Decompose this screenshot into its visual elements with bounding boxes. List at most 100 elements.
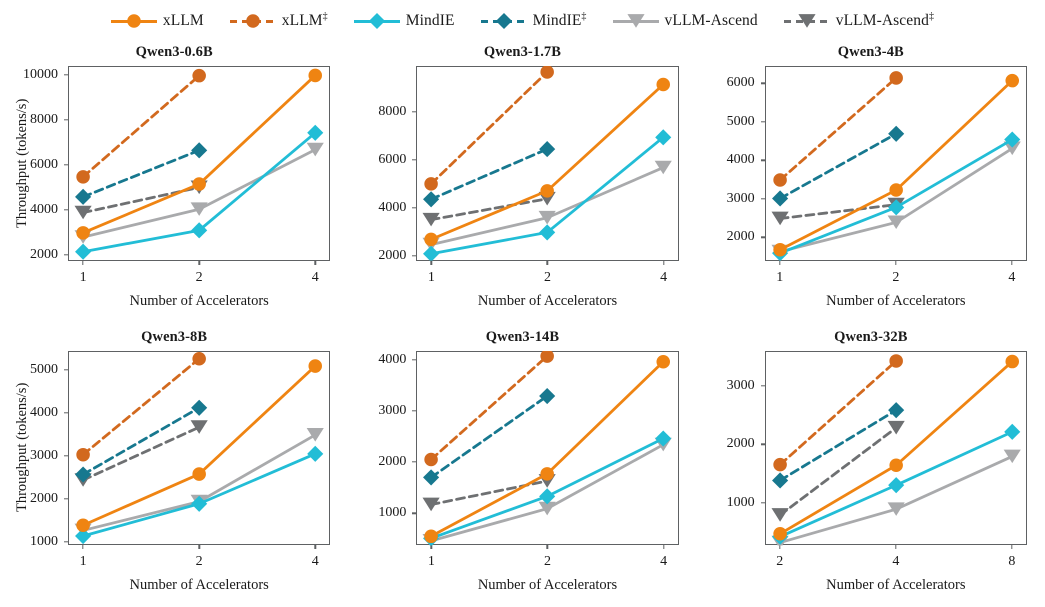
- legend-mindie[interactable]: MindIE: [353, 12, 455, 30]
- series-layer: [422, 66, 673, 261]
- y-tick-label: 8000: [378, 103, 407, 119]
- data-point-legend-xllm-dagger: [192, 351, 206, 366]
- legend-mindie-dagger[interactable]: MindIE‡: [480, 11, 587, 30]
- y-tick-label: 3000: [726, 190, 755, 206]
- y-tick-mark: [760, 159, 765, 162]
- legend-xllm-dagger[interactable]: xLLM‡: [229, 11, 328, 30]
- y-tick-label: 4000: [378, 351, 407, 367]
- x-tick-mark: [779, 260, 781, 265]
- data-point-legend-vllm-ascend: [1003, 449, 1021, 463]
- legend-vllm-ascend-dagger[interactable]: vLLM-Ascend‡: [783, 11, 935, 30]
- x-tick-label: 4: [311, 269, 319, 285]
- legend-marker-triangle-icon: [783, 12, 830, 30]
- data-point-legend-xllm-dagger: [76, 170, 90, 184]
- y-tick-mark: [64, 541, 68, 543]
- subplot-grid: Qwen3-0.6B 2000 4000 6000 8000 10000 1 2 4 Number…: [0, 38, 1045, 607]
- legend-label: xLLM: [162, 12, 204, 29]
- data-point-legend-mindie: [539, 224, 556, 241]
- y-tick-mark: [64, 209, 68, 211]
- x-axis-label: Number of Accelerators: [477, 577, 618, 593]
- series-line-legend-xllm-dagger: [430, 70, 549, 186]
- y-tick-mark: [760, 443, 765, 445]
- y-tick-label: 6000: [30, 156, 58, 172]
- data-point-legend-vllm-ascend: [538, 210, 557, 225]
- data-point-legend-vllm-ascend: [306, 427, 324, 442]
- y-tick-mark: [412, 158, 417, 161]
- legend-label: vLLM-Ascend‡: [835, 11, 935, 30]
- data-point-legend-mindie: [887, 476, 904, 493]
- legend-label: MindIE‡: [532, 11, 587, 30]
- legend-vllm-ascend[interactable]: vLLM-Ascend: [612, 12, 758, 30]
- subplot-qwen3-32b: Qwen3-32B 1000 2000 3000 2 4 8 Number of Accele…: [697, 323, 1045, 607]
- x-axis-label: Number of Accelerators: [129, 292, 269, 309]
- x-tick-label: 4: [1008, 269, 1016, 285]
- y-tick-label: 4000: [726, 152, 755, 168]
- x-tick-mark: [198, 545, 200, 549]
- y-tick-mark: [760, 384, 765, 387]
- data-point-legend-xllm: [772, 242, 787, 257]
- data-point-legend-xllm: [772, 526, 787, 541]
- data-point-legend-xllm: [540, 466, 555, 481]
- y-tick-label: 6000: [378, 151, 407, 167]
- data-point-legend-vllm-ascend-dagger: [887, 420, 905, 434]
- y-tick-label: 2000: [378, 247, 407, 263]
- y-tick-label: 2000: [30, 246, 58, 262]
- y-tick-mark: [760, 502, 765, 504]
- legend-marker-diamond-icon: [353, 12, 400, 30]
- legend-xllm[interactable]: xLLM: [110, 12, 204, 30]
- data-point-legend-vllm-ascend: [654, 160, 673, 175]
- x-tick-label: 4: [311, 554, 319, 569]
- data-point-legend-xllm-dagger: [540, 66, 555, 79]
- series-layer: [74, 351, 324, 544]
- data-point-legend-vllm-ascend-dagger: [771, 507, 789, 522]
- data-point-legend-vllm-ascend: [1003, 141, 1021, 156]
- y-tick-mark: [760, 121, 765, 123]
- data-point-legend-mindie-dagger: [771, 471, 788, 489]
- series-line-legend-mindie-dagger: [430, 147, 549, 201]
- data-point-legend-mindie: [423, 245, 440, 261]
- y-tick-mark: [64, 164, 68, 166]
- y-tick-label: 3000: [30, 447, 58, 463]
- y-tick-mark: [64, 455, 68, 457]
- data-point-legend-xllm-dagger: [889, 353, 903, 368]
- data-point-legend-xllm: [424, 232, 439, 247]
- data-point-legend-xllm-dagger: [192, 68, 206, 83]
- x-tick-mark: [198, 260, 200, 265]
- series-line-legend-vllm-ascend-dagger: [778, 203, 898, 220]
- data-point-legend-mindie-dagger: [771, 190, 788, 207]
- data-point-legend-mindie: [539, 487, 556, 504]
- y-tick-mark: [64, 254, 68, 256]
- y-tick-label: 10000: [23, 66, 58, 82]
- series-line-legend-xllm-dagger: [778, 359, 898, 466]
- subplot-title: Qwen3-14B: [485, 328, 560, 345]
- data-point-legend-mindie-dagger: [191, 399, 208, 416]
- y-tick-label: 2000: [726, 229, 755, 245]
- y-tick-mark: [64, 119, 68, 121]
- x-tick-mark: [546, 260, 549, 265]
- y-tick-mark: [760, 198, 765, 200]
- data-point-legend-mindie-dagger: [539, 141, 556, 158]
- data-point-legend-xllm: [889, 183, 903, 197]
- data-point-legend-xllm-dagger: [76, 447, 90, 461]
- y-tick-label: 2000: [30, 490, 58, 506]
- subplot-qwen3-4b: Qwen3-4B 2000 3000 4000 5000 6000 1 2 4 Number of…: [697, 38, 1045, 323]
- x-tick-mark: [430, 545, 433, 549]
- x-axis-label: Number of Accelerators: [826, 577, 966, 593]
- data-point-legend-xllm-dagger: [424, 177, 439, 191]
- y-tick-mark: [412, 512, 417, 514]
- series-line-legend-xllm-dagger: [81, 74, 201, 179]
- data-point-legend-xllm-dagger: [540, 350, 555, 363]
- subplot-qwen3-8b: Qwen3-8B 1000 2000 3000 4000 5000 1 2 4 Number of…: [0, 323, 348, 607]
- data-point-legend-xllm: [192, 177, 206, 191]
- data-point-legend-mindie: [655, 429, 672, 447]
- y-tick-label: 3000: [378, 402, 407, 418]
- data-point-legend-mindie-dagger: [75, 188, 92, 205]
- series-line-legend-mindie-dagger: [430, 394, 549, 479]
- data-point-legend-xllm: [76, 518, 90, 532]
- x-tick-label: 8: [1008, 554, 1016, 569]
- y-tick-label: 2000: [378, 454, 407, 470]
- y-tick-label: 1000: [30, 533, 58, 549]
- data-point-legend-vllm-ascend: [887, 215, 905, 230]
- data-point-legend-xllm: [76, 226, 90, 240]
